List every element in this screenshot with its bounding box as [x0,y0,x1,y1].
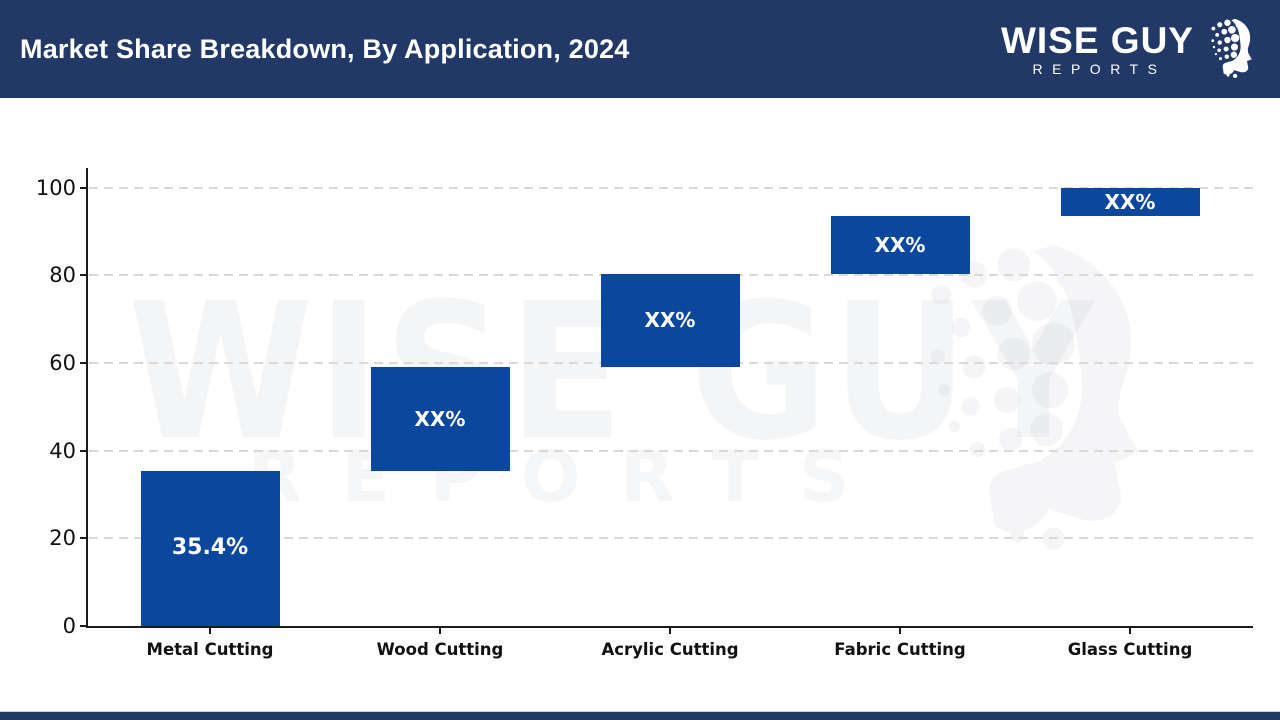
y-tick-label-80: 80 [49,263,76,288]
header-band: Market Share Breakdown, By Application, … [0,0,1280,98]
bar-value-label-metal-cutting: 35.4% [171,535,249,561]
y-tick-60 [80,362,88,365]
y-tick-0 [80,625,88,627]
chart-title: Market Share Breakdown, By Application, … [20,33,630,64]
x-category-label-metal-cutting: Metal Cutting [146,640,274,659]
gridline-40 [89,449,1253,452]
bar-glass-cutting: XX% [1060,187,1200,217]
y-axis [86,168,88,628]
y-tick-20 [80,537,88,540]
x-tick-fabric-cutting [899,626,901,634]
y-tick-100 [80,186,88,189]
bar-acrylic-cutting: XX% [600,273,740,368]
x-tick-glass-cutting [1129,626,1131,634]
x-category-label-glass-cutting: Glass Cutting [1067,640,1193,659]
y-tick-80 [80,274,88,277]
bar-wood-cutting: XX% [370,367,510,471]
x-tick-metal-cutting [209,626,211,634]
logo-wiseguy-text: WISE GUY [1000,20,1194,61]
gridline-20 [89,537,1253,540]
bar-value-label-fabric-cutting: XX% [874,232,926,257]
x-tick-wood-cutting [439,626,441,634]
footer-band [0,712,1280,720]
y-tick-40 [80,449,88,452]
x-category-label-wood-cutting: Wood Cutting [376,640,504,659]
gridline-100 [89,186,1253,189]
y-tick-label-40: 40 [49,438,76,463]
x-category-label-fabric-cutting: Fabric Cutting [834,640,966,659]
x-tick-acrylic-cutting [669,626,671,634]
bar-metal-cutting: 35.4% [140,470,280,626]
y-tick-label-20: 20 [49,526,76,551]
bar-value-label-glass-cutting: XX% [1104,189,1156,214]
bar-fabric-cutting: XX% [830,216,970,274]
wise-guy-reports-logo: WISE GUY REPORTS [1001,10,1262,88]
bar-value-label-acrylic-cutting: XX% [644,308,696,333]
logo-reports-text: REPORTS [1032,61,1167,77]
y-tick-label-60: 60 [49,351,76,376]
x-category-label-acrylic-cutting: Acrylic Cutting [601,640,739,659]
y-tick-label-100: 100 [35,175,76,200]
logo-face-icon [1198,10,1262,88]
bar-value-label-wood-cutting: XX% [414,407,466,432]
bottom-border-line [0,711,1280,712]
y-tick-label-0: 0 [62,614,76,638]
